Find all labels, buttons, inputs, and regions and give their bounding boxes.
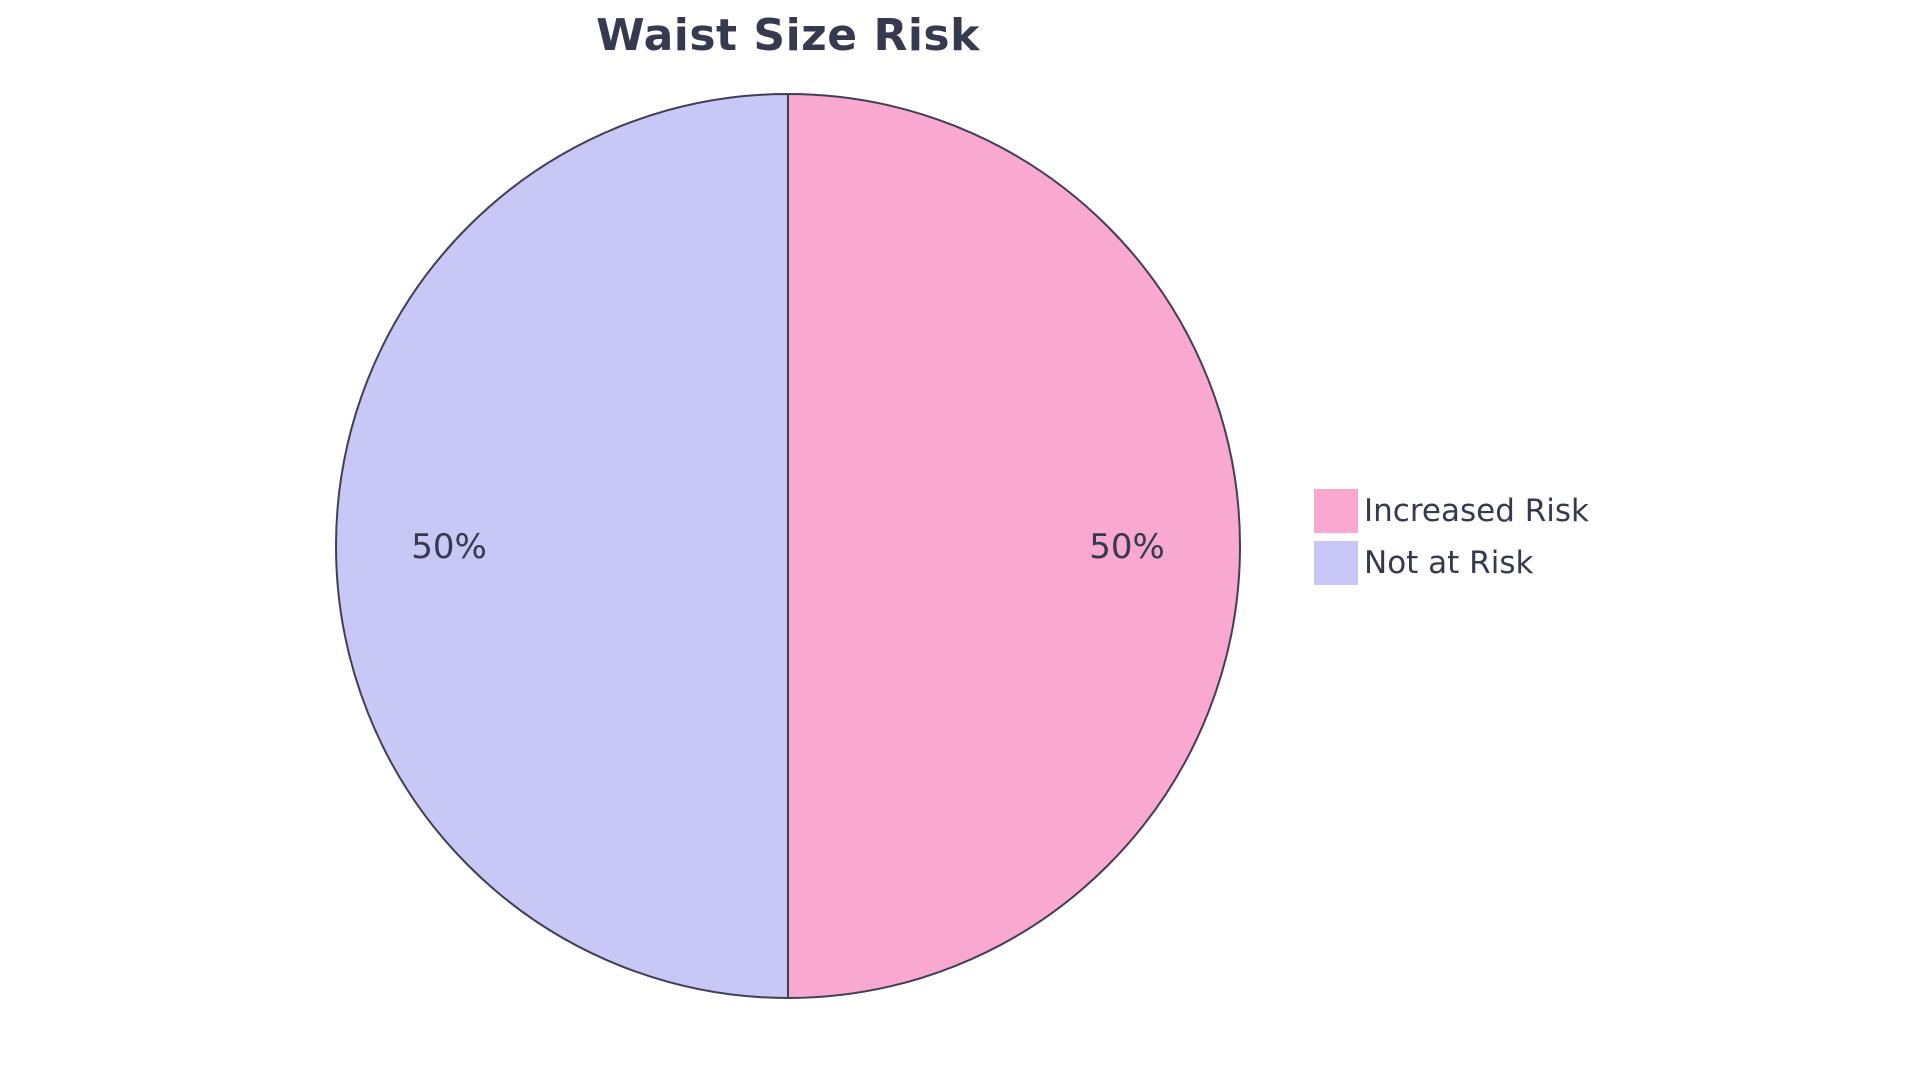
pie-slice-increased-risk bbox=[787, 93, 1241, 999]
legend-item-increased-risk: Increased Risk bbox=[1314, 489, 1589, 533]
slice-label-not-at-risk: 50% bbox=[411, 527, 487, 567]
slice-label-increased-risk: 50% bbox=[1089, 527, 1165, 567]
chart-title: Waist Size Risk bbox=[596, 10, 980, 61]
pie-slice-not-at-risk bbox=[335, 93, 789, 999]
legend-label-increased-risk: Increased Risk bbox=[1364, 493, 1589, 529]
legend-item-not-at-risk: Not at Risk bbox=[1314, 541, 1589, 585]
legend: Increased Risk Not at Risk bbox=[1314, 489, 1589, 585]
legend-label-not-at-risk: Not at Risk bbox=[1364, 545, 1534, 581]
legend-swatch-not-at-risk bbox=[1314, 541, 1358, 585]
legend-swatch-increased-risk bbox=[1314, 489, 1358, 533]
